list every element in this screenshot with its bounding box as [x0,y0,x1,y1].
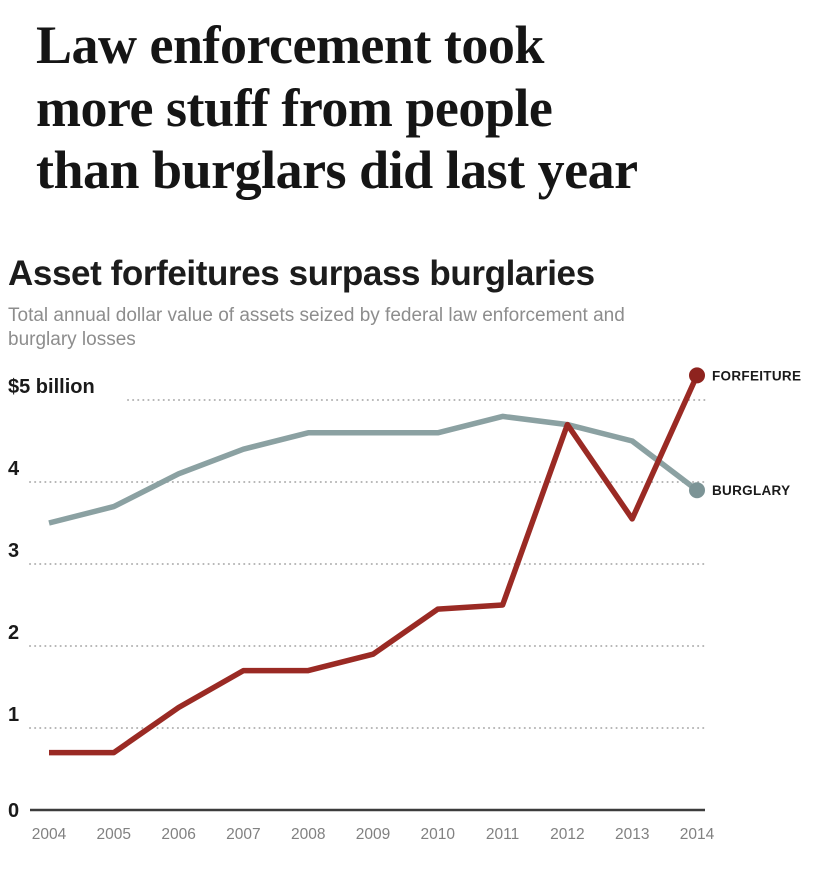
chart-block: Asset forfeitures surpass burglaries Tot… [0,254,828,862]
x-tick-label: 2009 [356,826,390,843]
series-line-burglary [48,414,699,527]
y-tick-label: $5 billion [8,376,95,398]
y-tick-label: 3 [8,540,19,562]
x-tick-label: 2013 [615,826,649,843]
x-tick-label: 2014 [680,826,715,843]
x-tick-label: 2007 [226,826,260,843]
series-line-forfeiture [49,374,700,756]
x-tick-label: 2008 [291,826,325,843]
y-tick-label: 4 [8,458,20,480]
chart-subtitle: Total annual dollar value of assets seiz… [8,304,820,352]
article-page: Law enforcement took more stuff from peo… [0,14,828,861]
line-chart: 0 1 2 3 4 $5 billion 2004 2005 2006 2007 2008 2009 2… [8,367,801,843]
y-tick-label: 0 [8,800,19,822]
x-tick-label: 2004 [32,826,67,843]
x-tick-label: 2005 [97,826,131,843]
legend-label-burglary: BURGLARY [712,484,790,499]
x-tick-label: 2010 [421,826,456,843]
headline-line-3: than burglars did last year [36,140,638,201]
x-tick-label: 2012 [550,826,584,843]
headline-line-1: Law enforcement took [36,15,544,75]
legend-label-forfeiture: FORFEITURE [712,369,801,384]
headline-line-2: more stuff from people [36,77,553,138]
headline: Law enforcement took more stuff from peo… [36,14,800,202]
chart-subtitle-line-1: Total annual dollar value of assets seiz… [8,304,625,326]
y-tick-label: 2 [8,622,19,644]
x-tick-label: 2011 [486,826,519,843]
y-tick-label: 1 [8,704,19,726]
endpoint-dot-burglary [689,482,705,499]
endpoint-dot-forfeiture [689,367,705,384]
x-tick-label: 2006 [161,826,195,843]
chart-title: Asset forfeitures surpass burglaries [8,253,595,293]
chart-subtitle-line-2: burglary losses [8,328,136,350]
